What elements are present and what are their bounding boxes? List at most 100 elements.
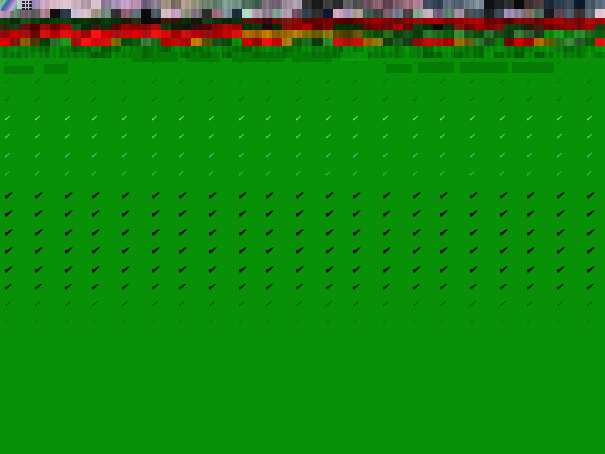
noise-cell: [372, 52, 383, 58]
noise-cell: [282, 38, 293, 46]
noise-cell: [493, 24, 504, 30]
artifact-glyph: ✔: [64, 243, 72, 257]
artifact-glyph: ✓: [34, 76, 40, 87]
noise-cell: [473, 38, 484, 46]
noise-cell: [120, 0, 132, 9]
artifact-glyph-row: ✔ ✔ ✔ ✔ ✔ ✔ ✔ ✔ ✔ ✔ ✔ ✔ ✔ ✔ ✔ ✔ ✔ ✔ ✔ ✔ ✔: [0, 188, 605, 206]
artifact-glyph: ✓: [4, 317, 10, 327]
artifact-glyph: ✓: [91, 95, 97, 105]
noise-cell: [372, 30, 383, 38]
artifact-glyph: ✔: [325, 243, 333, 257]
artifact-glyph: ✔: [469, 261, 477, 276]
artifact-glyph: ✔: [91, 187, 99, 202]
noise-cell: [171, 18, 182, 24]
noise-cell: [423, 52, 434, 58]
artifact-glyph: ✔: [412, 187, 420, 202]
noise-cell: [110, 52, 121, 58]
noise-cell: [403, 46, 414, 52]
artifact-glyph: ✓: [4, 169, 9, 178]
noise-cell: [181, 30, 192, 38]
noise-cell: [60, 52, 71, 58]
noise-cell: [393, 46, 404, 52]
noise-cell: [231, 24, 242, 30]
artifact-glyph: ✓: [121, 76, 127, 87]
noise-cell: [534, 24, 545, 30]
noise-cell: [241, 9, 252, 18]
noise-cell: [90, 38, 101, 46]
noise-cell: [513, 46, 525, 52]
artifact-glyph: ✓: [91, 113, 97, 124]
noise-cell: [141, 0, 152, 9]
artifact-glyph: ✓: [499, 150, 505, 161]
noise-cell: [574, 38, 585, 46]
noise-cell: [231, 0, 242, 9]
artifact-glyph: ✔: [178, 206, 186, 220]
noise-cell: [544, 9, 555, 18]
artifact-glyph: ✓: [238, 95, 244, 105]
artifact-glyph: ✔: [382, 187, 390, 202]
noise-cell: [50, 46, 61, 52]
third-noise-band: [0, 30, 605, 46]
noise-cell: [50, 38, 61, 46]
artifact-glyph: ✓: [556, 113, 562, 124]
artifact-glyph: ✓: [352, 76, 358, 87]
noise-cell: [453, 52, 464, 58]
noise-cell: [221, 18, 232, 24]
noise-cell: [20, 9, 31, 18]
artifact-glyph: ✓: [121, 150, 127, 161]
artifact-glyph: ✔: [556, 243, 564, 257]
artifact-glyph-row: ✔ ✔ ✔ ✔ ✔ ✔ ✔ ✔ ✔ ✔ ✔ ✔ ✔ ✔ ✔ ✔ ✔ ✔ ✔ ✔ ✔: [0, 225, 605, 243]
noise-cell: [332, 38, 343, 46]
artifact-glyph: ✔: [265, 224, 273, 239]
noise-cell: [191, 38, 202, 46]
artifact-glyph: ✓: [238, 169, 243, 178]
noise-cell: [241, 18, 252, 24]
app-grid-icon[interactable]: [22, 1, 32, 10]
noise-cell: [40, 24, 51, 30]
noise-cell: [423, 24, 434, 30]
artifact-glyph: ✓: [295, 169, 300, 178]
noise-cell: [352, 9, 363, 18]
artifact-glyph: ✔: [208, 280, 215, 293]
noise-cell: [90, 0, 101, 9]
noise-cell: [181, 0, 192, 9]
artifact-glyph: ✔: [151, 261, 159, 276]
noise-cell: [251, 0, 263, 9]
noise-cell: [262, 38, 273, 46]
noise-cell: [90, 24, 101, 30]
noise-cell: [554, 30, 565, 38]
artifact-glyph: ✔: [295, 206, 303, 220]
artifact-glyph: ✓: [382, 317, 388, 327]
noise-cell: [292, 30, 303, 38]
noise-cell: [524, 46, 535, 52]
artifact-glyph: ✔: [91, 243, 99, 257]
noise-cell: [191, 18, 202, 24]
noise-cell: [332, 0, 343, 9]
noise-cell: [423, 38, 434, 46]
noise-cell: [473, 30, 484, 38]
artifact-glyph: ✓: [556, 317, 562, 327]
noise-cell: [574, 9, 585, 18]
favicon-thumb[interactable]: [1, 0, 17, 11]
artifact-glyph: ✓: [382, 132, 388, 142]
artifact-glyph: ✓: [121, 58, 126, 67]
noise-cell: [483, 9, 494, 18]
noise-cell: [80, 46, 91, 52]
artifact-glyph: ✓: [64, 298, 71, 310]
artifact-glyph: ✔: [91, 206, 99, 220]
noise-cell: [131, 30, 142, 38]
noise-cell: [574, 24, 585, 30]
artifact-glyph: ✓: [352, 132, 358, 142]
noise-cell: [473, 46, 484, 52]
noise-cell: [372, 24, 383, 30]
noise-cell: [211, 0, 222, 9]
noise-cell: [50, 18, 61, 24]
artifact-glyph: ✓: [325, 76, 331, 87]
noise-cell: [110, 30, 121, 38]
noise-cell: [60, 18, 71, 24]
artifact-glyph: ✔: [556, 206, 564, 220]
artifact-glyph: ✔: [439, 261, 447, 276]
noise-cell: [332, 30, 343, 38]
artifact-glyph: ✓: [526, 132, 532, 142]
artifact-glyph: ✓: [439, 298, 446, 310]
